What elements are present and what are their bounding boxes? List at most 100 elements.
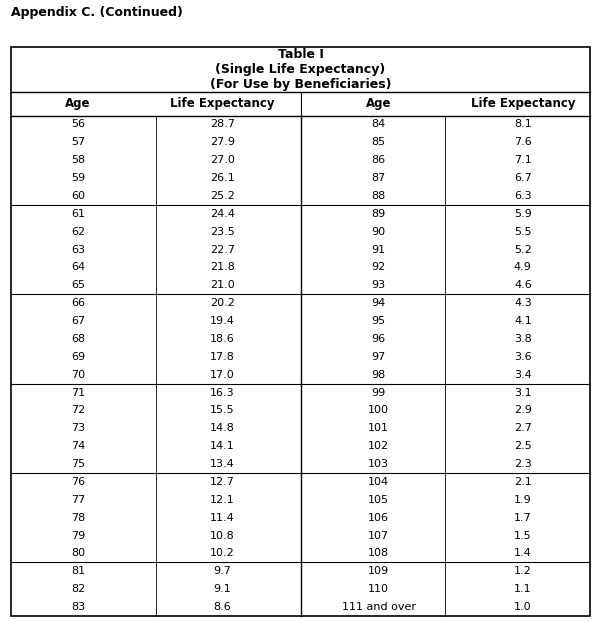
Text: 1.5: 1.5	[514, 530, 532, 541]
Text: 6.3: 6.3	[514, 191, 532, 201]
Text: 101: 101	[368, 424, 389, 433]
Text: 2.9: 2.9	[514, 406, 532, 415]
Text: 64: 64	[71, 263, 85, 273]
Text: 87: 87	[371, 173, 386, 183]
Text: 1.9: 1.9	[514, 495, 532, 505]
Text: 81: 81	[71, 566, 85, 576]
Text: 1.2: 1.2	[514, 566, 532, 576]
Text: 2.3: 2.3	[514, 459, 532, 469]
Text: 3.8: 3.8	[514, 334, 532, 344]
Text: Life Expectancy: Life Expectancy	[170, 97, 275, 110]
Text: 91: 91	[371, 245, 386, 255]
Text: 3.1: 3.1	[514, 388, 532, 397]
Text: 94: 94	[371, 298, 386, 308]
Text: 17.8: 17.8	[210, 352, 235, 362]
Text: 14.1: 14.1	[210, 441, 235, 451]
Text: 9.1: 9.1	[213, 584, 231, 594]
Text: 88: 88	[371, 191, 386, 201]
Text: 73: 73	[71, 424, 85, 433]
Text: 24.4: 24.4	[210, 209, 235, 219]
Text: 56: 56	[71, 119, 85, 129]
Text: 63: 63	[71, 245, 85, 255]
Text: Age: Age	[66, 97, 91, 110]
Text: 67: 67	[71, 316, 85, 326]
Text: 5.5: 5.5	[514, 227, 532, 237]
Text: 108: 108	[368, 548, 389, 558]
Text: 74: 74	[71, 441, 85, 451]
Text: 100: 100	[368, 406, 389, 415]
Text: 1.7: 1.7	[514, 513, 532, 523]
Text: 4.3: 4.3	[514, 298, 532, 308]
Text: 1.4: 1.4	[514, 548, 532, 558]
Text: 18.6: 18.6	[210, 334, 235, 344]
Text: 20.2: 20.2	[210, 298, 235, 308]
Text: 58: 58	[71, 155, 85, 165]
Text: 15.5: 15.5	[210, 406, 234, 415]
Text: 111 and over: 111 and over	[341, 602, 416, 612]
Text: 80: 80	[71, 548, 85, 558]
Text: 102: 102	[368, 441, 389, 451]
Text: 97: 97	[371, 352, 386, 362]
Text: 9.7: 9.7	[213, 566, 231, 576]
Text: 57: 57	[71, 137, 85, 147]
Text: 76: 76	[71, 477, 85, 487]
Text: 60: 60	[71, 191, 85, 201]
Text: 21.0: 21.0	[210, 280, 235, 291]
Text: Table I: Table I	[278, 48, 323, 61]
Text: 106: 106	[368, 513, 389, 523]
Text: 103: 103	[368, 459, 389, 469]
Text: 3.4: 3.4	[514, 369, 532, 379]
Text: 85: 85	[371, 137, 386, 147]
Text: 98: 98	[371, 369, 386, 379]
Text: 26.1: 26.1	[210, 173, 235, 183]
Text: 89: 89	[371, 209, 386, 219]
Text: 4.1: 4.1	[514, 316, 532, 326]
Text: 78: 78	[71, 513, 85, 523]
Text: 7.6: 7.6	[514, 137, 532, 147]
Text: Life Expectancy: Life Expectancy	[471, 97, 575, 110]
Text: 7.1: 7.1	[514, 155, 532, 165]
Text: 10.2: 10.2	[210, 548, 235, 558]
Text: 27.0: 27.0	[210, 155, 235, 165]
Text: 10.8: 10.8	[210, 530, 235, 541]
Text: 90: 90	[371, 227, 386, 237]
Text: 95: 95	[371, 316, 386, 326]
Text: 86: 86	[371, 155, 386, 165]
Text: 61: 61	[71, 209, 85, 219]
Text: 11.4: 11.4	[210, 513, 235, 523]
Text: 4.6: 4.6	[514, 280, 532, 291]
Text: 65: 65	[71, 280, 85, 291]
Text: 3.6: 3.6	[514, 352, 532, 362]
Text: 28.7: 28.7	[210, 119, 235, 129]
Text: 110: 110	[368, 584, 389, 594]
Text: 27.9: 27.9	[210, 137, 235, 147]
Text: 69: 69	[71, 352, 85, 362]
Text: 6.7: 6.7	[514, 173, 532, 183]
Text: 1.1: 1.1	[514, 584, 532, 594]
Text: 82: 82	[71, 584, 85, 594]
Text: 70: 70	[71, 369, 85, 379]
Text: 71: 71	[71, 388, 85, 397]
Text: 84: 84	[371, 119, 386, 129]
Text: 13.4: 13.4	[210, 459, 235, 469]
Text: 5.2: 5.2	[514, 245, 532, 255]
Text: 2.5: 2.5	[514, 441, 532, 451]
Text: 83: 83	[71, 602, 85, 612]
Text: 62: 62	[71, 227, 85, 237]
Text: 109: 109	[368, 566, 389, 576]
Text: 8.1: 8.1	[514, 119, 532, 129]
Text: 66: 66	[71, 298, 85, 308]
Text: 1.0: 1.0	[514, 602, 532, 612]
Text: 12.7: 12.7	[210, 477, 235, 487]
Text: 96: 96	[371, 334, 386, 344]
Text: 5.9: 5.9	[514, 209, 532, 219]
Text: 23.5: 23.5	[210, 227, 235, 237]
Text: 2.1: 2.1	[514, 477, 532, 487]
Text: 107: 107	[368, 530, 389, 541]
Text: (Single Life Expectancy): (Single Life Expectancy)	[215, 63, 386, 76]
Text: 8.6: 8.6	[213, 602, 231, 612]
Text: 92: 92	[371, 263, 386, 273]
Text: 104: 104	[368, 477, 389, 487]
Text: 68: 68	[71, 334, 85, 344]
Text: 99: 99	[371, 388, 386, 397]
